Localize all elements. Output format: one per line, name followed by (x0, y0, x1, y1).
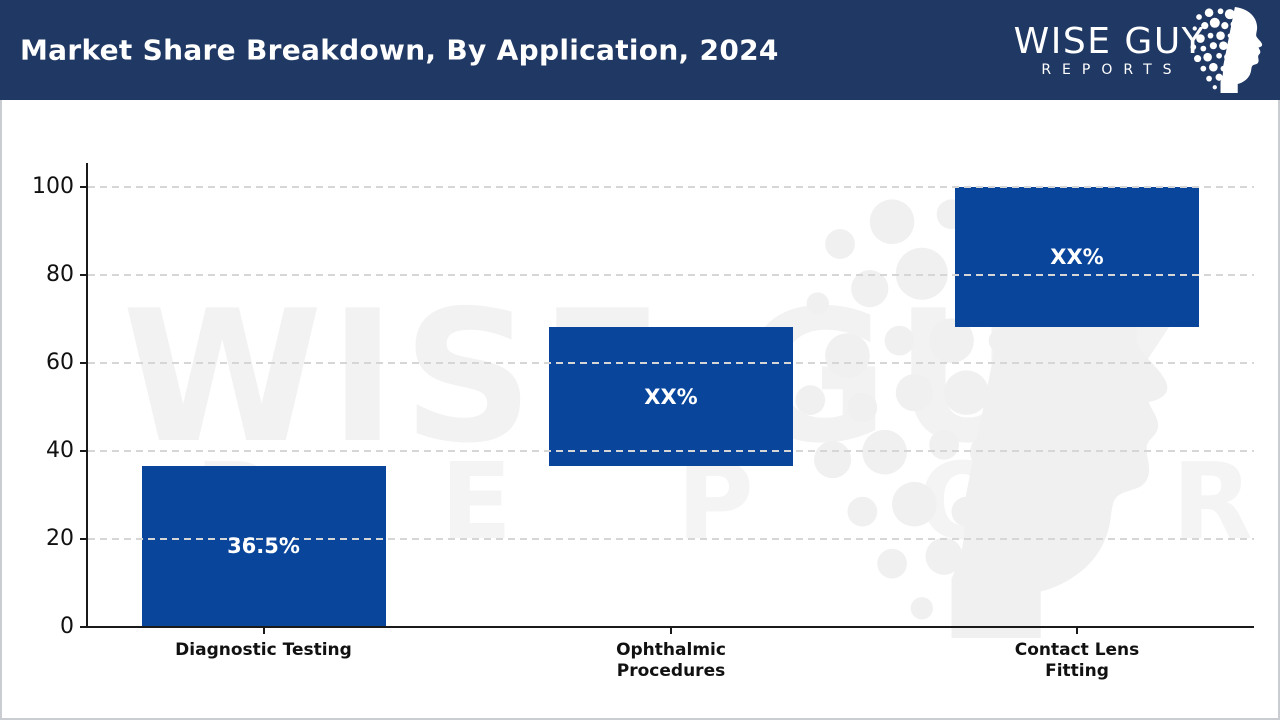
gridline-60 (88, 361, 1254, 364)
x-axis-line (86, 625, 1254, 628)
bar-segment-2 (549, 327, 793, 466)
page-title: Market Share Breakdown, By Application, … (20, 33, 779, 67)
y-axis-tick-label: 20 (46, 525, 74, 551)
y-axis-tick (80, 449, 87, 452)
gridline-100 (88, 185, 1254, 188)
x-axis-tick (262, 627, 265, 634)
wiseguy-logo-text: WISE GUY REPORTS (1014, 22, 1206, 79)
y-axis-tick (80, 273, 87, 276)
y-axis-tick-label: 0 (60, 613, 74, 639)
chart-area: 36.5% XX% XX% 0 20 40 60 80 100 Diagnostic Testin… (0, 100, 1280, 720)
x-axis-tick (670, 627, 672, 634)
y-axis-tick-label: 80 (46, 261, 74, 287)
y-axis-tick-label: 100 (32, 173, 74, 199)
y-axis-tick-label: 60 (46, 349, 74, 375)
x-axis-tick (1076, 627, 1078, 634)
y-axis-tick-label: 40 (46, 437, 74, 463)
gridline-40 (88, 449, 1254, 452)
wiseguy-face-dots-icon (1190, 7, 1263, 93)
gridline-80 (88, 273, 1254, 276)
bar-value-label: 36.5% (227, 534, 300, 559)
wiseguy-logo-name: WISE GUY (1013, 20, 1206, 62)
category-label-2: Ophthalmic Procedures (616, 639, 726, 681)
bar-value-label: XX% (1050, 244, 1104, 269)
y-axis-tick (80, 361, 87, 364)
gridline-20 (88, 537, 1254, 540)
bar-value-label: XX% (644, 384, 698, 409)
bar-segment-1 (141, 465, 386, 627)
header-bar: Market Share Breakdown, By Application, … (0, 0, 1280, 100)
y-axis-tick (80, 537, 87, 540)
y-axis-tick (80, 185, 87, 188)
y-axis-line (86, 163, 88, 628)
wiseguy-logo: WISE GUY REPORTS (1014, 4, 1268, 96)
y-axis-tick (80, 625, 87, 628)
category-label-3: Contact Lens Fitting (1014, 639, 1140, 681)
wiseguy-logo-sub: REPORTS (1041, 62, 1183, 79)
category-label-1: Diagnostic Testing (175, 639, 352, 660)
